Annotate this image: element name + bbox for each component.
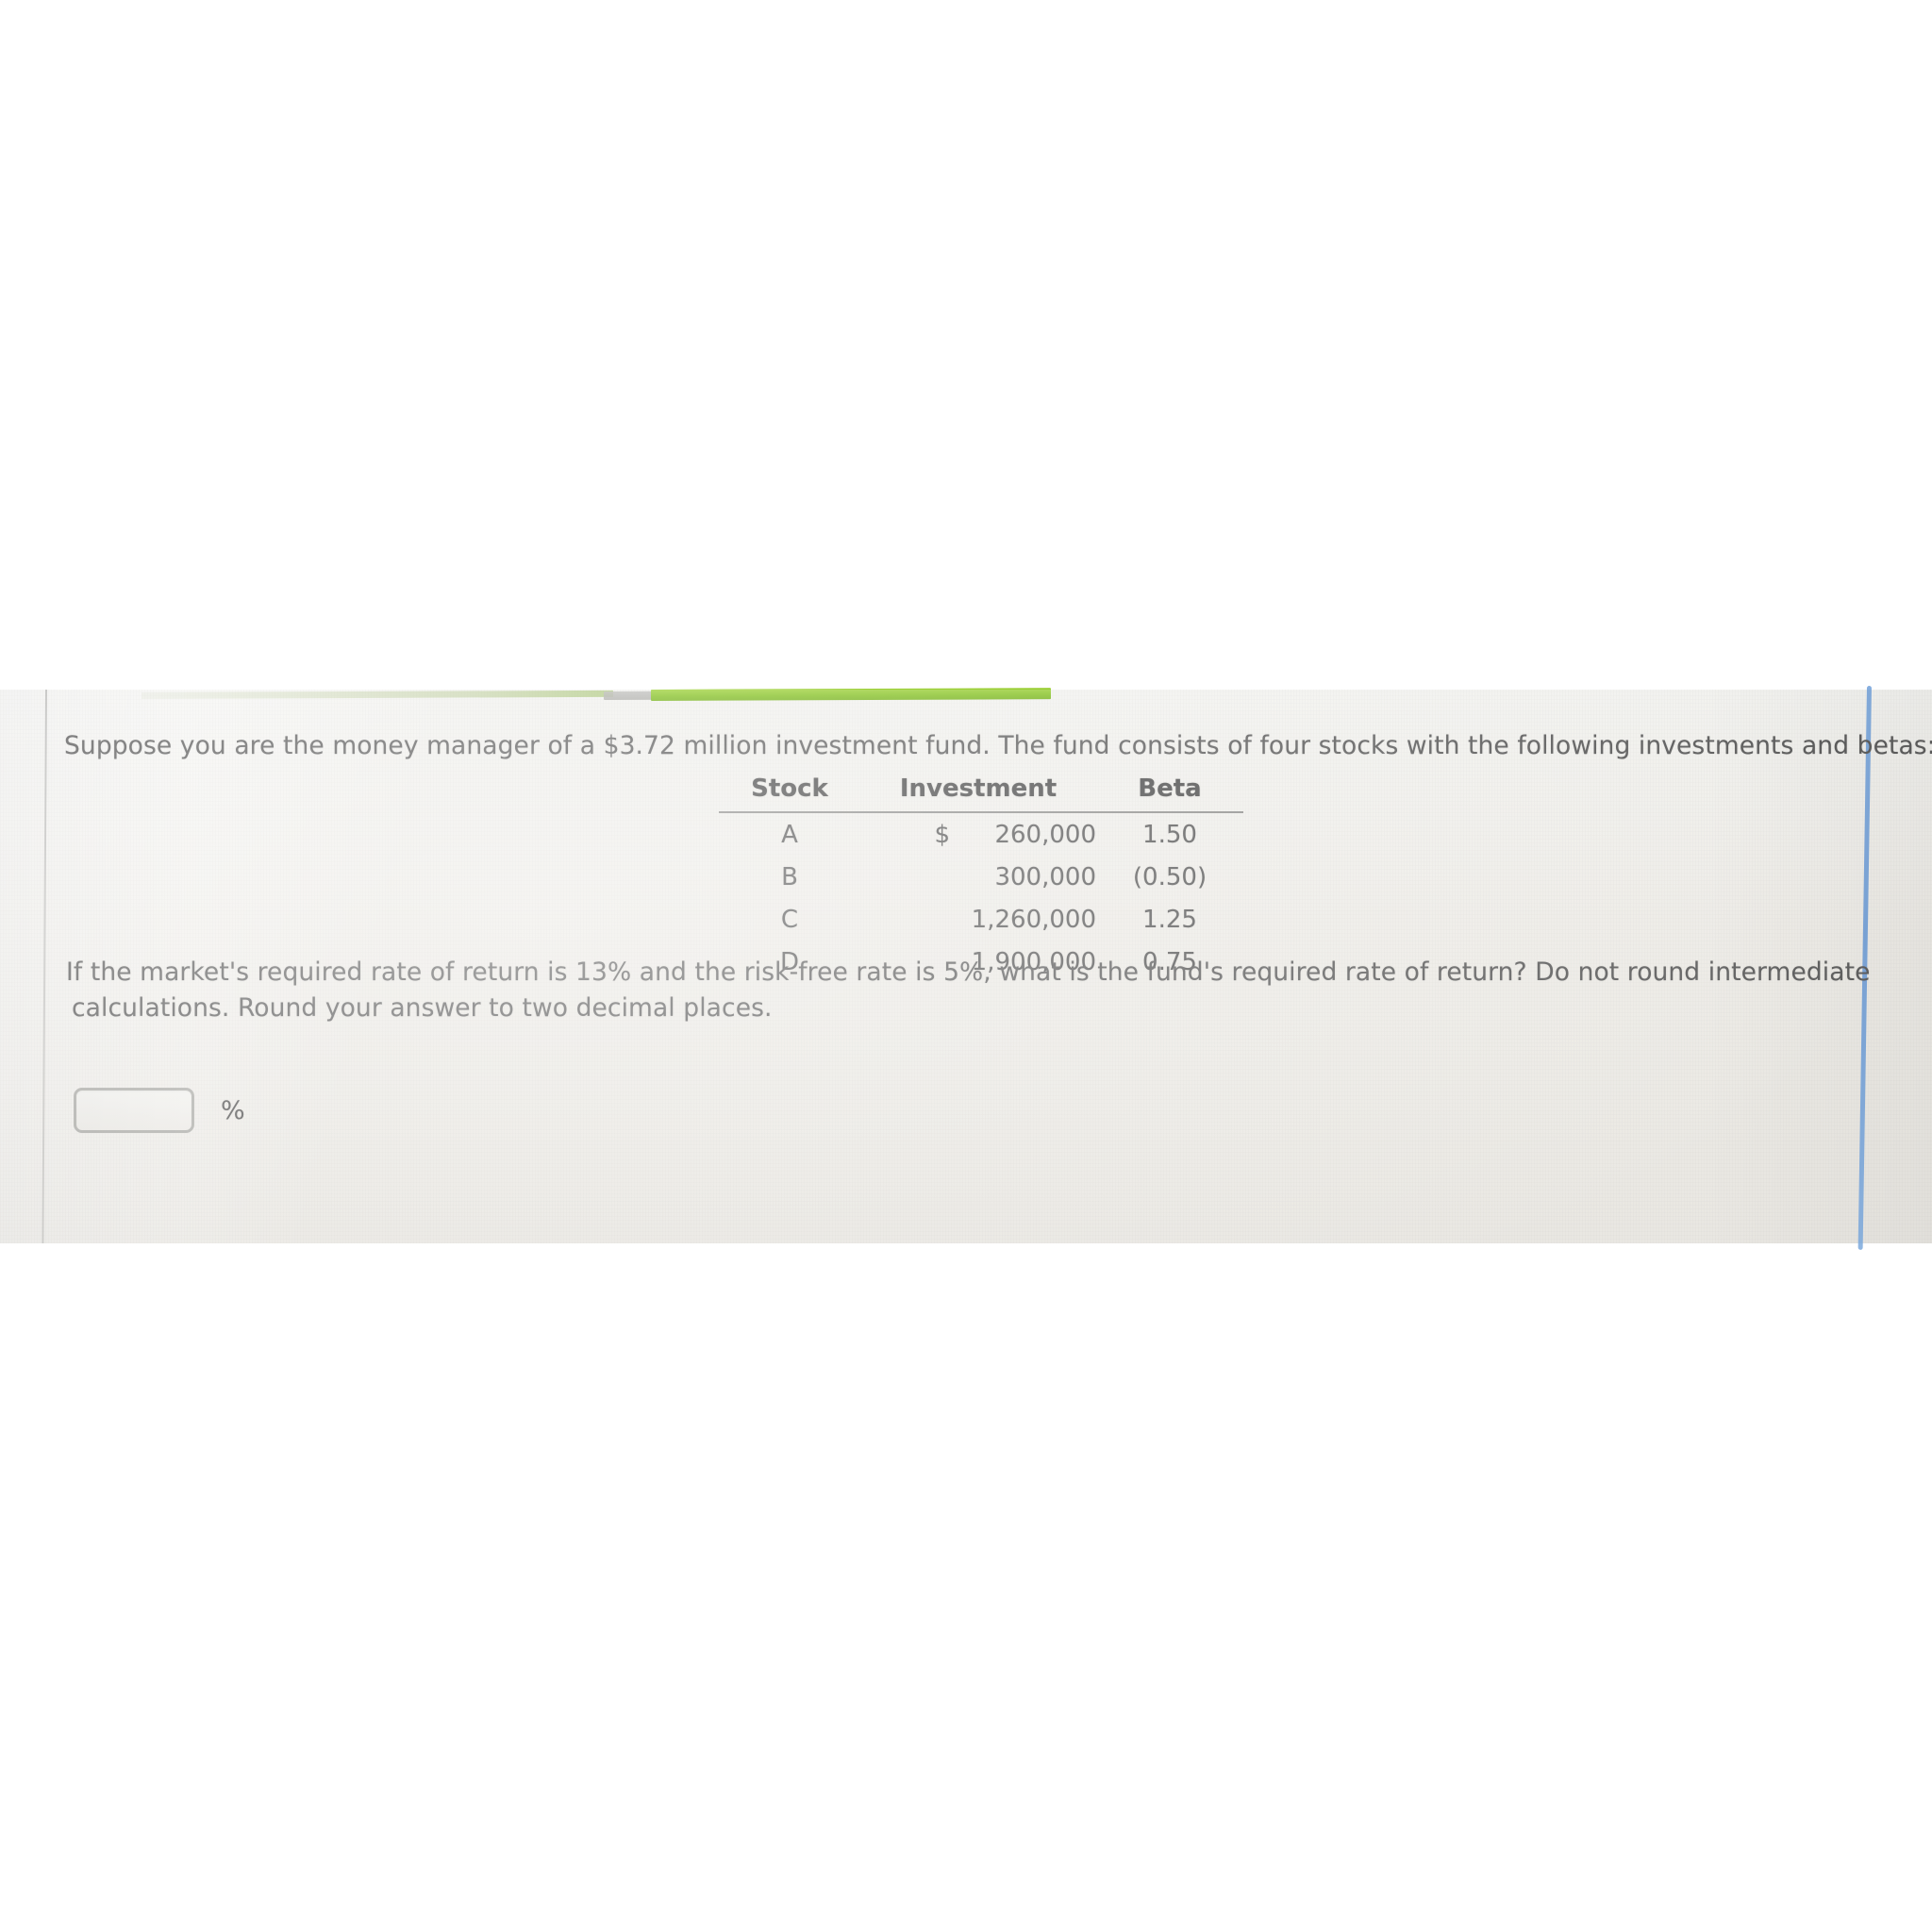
table-row: A $260,000 1.50 <box>719 812 1243 856</box>
cell-investment: $260,000 <box>860 812 1096 856</box>
investment-amount: 260,000 <box>994 821 1096 849</box>
cell-beta: (0.50) <box>1132 863 1208 891</box>
cell-beta: 0.75 <box>1142 948 1197 976</box>
cell-stock: D <box>779 948 800 976</box>
cell-investment: 300,000 <box>860 856 1096 898</box>
percent-unit-label: % <box>221 1095 245 1125</box>
investment-amount: 300,000 <box>994 863 1096 891</box>
column-header-beta: Beta <box>1138 774 1202 803</box>
investment-amount: 1,260,000 <box>971 906 1096 934</box>
cell-investment: 1,900,000 <box>860 941 1096 983</box>
investment-amount: 1,900,000 <box>971 948 1096 976</box>
highlighter-bar-faint <box>141 690 614 699</box>
table-row: D 1,900,000 0.75 <box>719 941 1243 983</box>
left-margin-rule <box>42 689 47 1243</box>
cell-beta: 1.50 <box>1142 821 1197 849</box>
stock-investment-table: Stock Investment Beta A $260,000 1.50 B … <box>719 773 1243 983</box>
currency-symbol: $ <box>934 821 951 849</box>
table-row: B 300,000 (0.50) <box>719 856 1243 898</box>
column-header-investment: Investment <box>899 774 1058 803</box>
answer-input[interactable] <box>74 1088 194 1133</box>
column-header-stock: Stock <box>751 774 828 803</box>
table-header-row: Stock Investment Beta <box>719 773 1243 812</box>
paper-content-panel: Suppose you are the money manager of a $… <box>0 685 1932 1250</box>
green-highlighter-bar <box>650 688 1052 701</box>
table-row: C 1,260,000 1.25 <box>719 898 1243 941</box>
cell-stock: A <box>781 821 798 849</box>
answer-row: % <box>74 1088 245 1133</box>
cell-investment: 1,260,000 <box>860 898 1096 941</box>
question-text-line-2: calculations. Round your answer to two d… <box>72 993 773 1023</box>
cell-stock: C <box>780 906 799 934</box>
problem-intro-text: Suppose you are the money manager of a $… <box>64 731 1932 760</box>
question-text-line-1: If the market's required rate of return … <box>66 958 1871 987</box>
cell-stock: B <box>781 863 798 891</box>
cell-beta: 1.25 <box>1142 906 1197 934</box>
